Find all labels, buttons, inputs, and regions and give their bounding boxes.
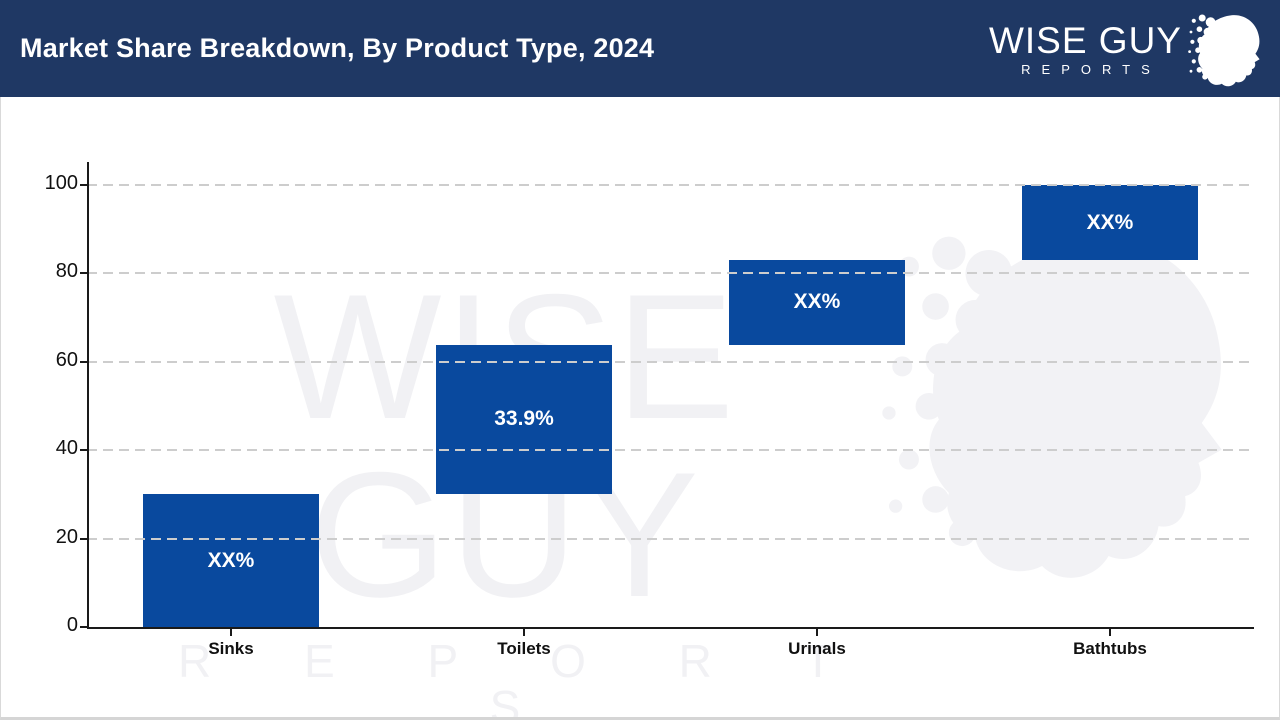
- watermark-brand-subtitle: R E P O R T S: [178, 635, 872, 720]
- face-profile-icon: [1188, 14, 1260, 86]
- x-tick-label-urinals: Urinals: [788, 639, 846, 658]
- y-tick-label: 60: [55, 348, 78, 371]
- y-axis-line: [87, 162, 89, 629]
- y-tick-label: 40: [55, 437, 78, 460]
- brand-name: WISE GUY: [988, 20, 1182, 61]
- bar-bathtubs: XX%: [1022, 185, 1198, 261]
- y-tick-mark: [80, 537, 88, 540]
- bar-toilets: 33.9%: [436, 344, 612, 495]
- y-tick-label: 100: [44, 172, 78, 194]
- gridline: [87, 537, 1254, 540]
- page-title: Market Share Breakdown, By Product Type,…: [20, 33, 655, 63]
- gridline: [87, 360, 1254, 363]
- watermark-brand-name: WISE GUY: [274, 268, 735, 634]
- y-tick-mark: [80, 184, 88, 186]
- y-tick-mark: [80, 272, 88, 275]
- gridline: [87, 272, 1254, 275]
- y-tick-mark: [80, 360, 88, 363]
- y-tick-label: 0: [66, 614, 78, 636]
- brand-logo-text: WISE GUY REPORTS: [989, 22, 1182, 76]
- brand-logo: WISE GUY REPORTS: [989, 6, 1268, 92]
- y-tick-mark: [80, 449, 88, 452]
- y-tick-mark: [80, 626, 88, 628]
- x-tick-label-toilets: Toilets: [497, 639, 551, 658]
- x-tick-label-sinks: Sinks: [208, 639, 254, 658]
- x-tick-mark: [816, 629, 818, 636]
- bar-value-label: XX%: [207, 548, 255, 572]
- bar-value-label: 33.9%: [494, 407, 554, 431]
- x-axis-line: [87, 627, 1254, 629]
- x-tick-label-bathtubs: Bathtubs: [1073, 639, 1147, 658]
- y-tick-label: 80: [55, 260, 78, 283]
- watermark-text: WISE GUY R E P O R T S: [110, 268, 900, 720]
- brand-subtitle: REPORTS: [1021, 62, 1161, 77]
- gridline: [87, 184, 1254, 186]
- watermark-face-profile-icon: [882, 236, 1222, 578]
- bar-value-label: XX%: [1086, 210, 1134, 234]
- header-band: Market Share Breakdown, By Product Type,…: [0, 0, 1280, 97]
- bar-sinks: XX%: [143, 494, 319, 627]
- x-tick-mark: [523, 629, 525, 636]
- x-tick-mark: [1109, 629, 1111, 636]
- y-tick-label: 20: [55, 525, 78, 548]
- x-tick-mark: [230, 629, 232, 636]
- gridline: [87, 449, 1254, 452]
- bar-value-label: XX%: [793, 290, 841, 314]
